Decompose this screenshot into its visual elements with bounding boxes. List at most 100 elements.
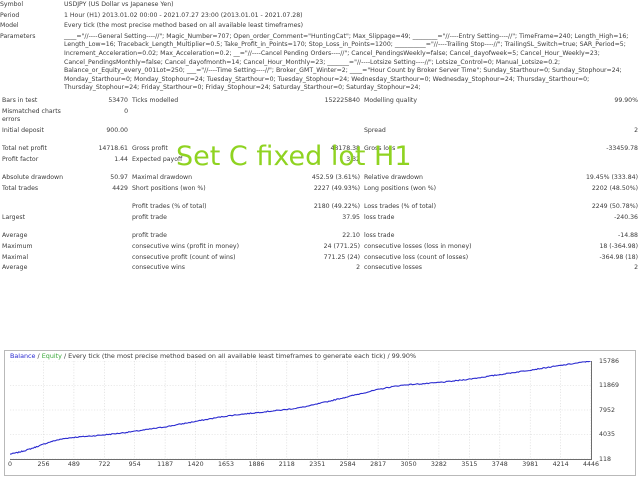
- stat-row: Largest profit trade 37.95 loss trade -240.3…: [0, 213, 640, 224]
- stat-value-right: 18 (-364.98): [599, 242, 638, 250]
- chart-y-axis: 118 4035 7952 11869 15786: [597, 355, 637, 467]
- stat-value-mid: 3.32: [346, 156, 360, 164]
- stat-row: Total net profit 14718.61 Gross profit 4817…: [0, 144, 640, 155]
- value-model: Every tick (the most precise method base…: [64, 22, 304, 30]
- stat-value-mid: 37.95: [342, 213, 360, 221]
- chart-title-sep1: /: [35, 352, 42, 360]
- stat-value-right: [496, 107, 640, 126]
- stat-label-mid: Profit trades (% of total): [132, 203, 207, 211]
- stat-label-right: Spread: [364, 127, 386, 135]
- stat-label-mid: consecutive profit (count of wins): [132, 253, 236, 261]
- chart-title: Balance / Equity / Every tick (the most …: [10, 352, 416, 361]
- stat-value-mid: 152225840: [324, 97, 360, 105]
- stat-label-right: loss trade: [364, 232, 395, 240]
- chart-y-tick-label: 7952: [599, 406, 616, 414]
- stat-label-left: Mismatched charts errors: [2, 107, 61, 124]
- stat-row: Initial deposit 900.00 Spread 2: [0, 126, 640, 137]
- stat-value-right: -364.98 (18): [599, 253, 638, 261]
- label-period: Period: [0, 11, 20, 19]
- value-period: 1 Hour (H1) 2013.01.02 00:00 - 2021.07.2…: [64, 11, 303, 19]
- value-parameters: ____="//----General Setting----//"; Magi…: [64, 32, 631, 92]
- header-row-parameters: Parameters ____="//----General Setting--…: [0, 32, 640, 94]
- stat-value-left: 4429: [112, 184, 128, 192]
- header-row-period: Period 1 Hour (H1) 2013.01.02 00:00 - 20…: [0, 11, 640, 22]
- stat-row: Profit trades (% of total) 2180 (49.22%) L…: [0, 202, 640, 213]
- stat-value-right: 2: [634, 264, 638, 272]
- stat-label-left: Profit factor: [2, 156, 39, 164]
- stat-value-mid: 22.10: [342, 232, 360, 240]
- stat-label-mid: Maximal drawdown: [132, 174, 193, 182]
- stat-label-left: Initial deposit: [2, 127, 44, 135]
- chart-x-tick-label: 3748: [491, 461, 508, 468]
- header-row-symbol: Symbol USDJPY (US Dollar vs Japanese Yen…: [0, 0, 640, 11]
- chart-x-tick-label: 2351: [309, 461, 326, 468]
- stat-value-left: 1.44: [114, 156, 128, 164]
- chart-x-tick-label: 3515: [461, 461, 478, 468]
- stat-row: Maximal consecutive profit (count of wins…: [0, 252, 640, 263]
- stat-value-mid: 771.25 (24): [323, 253, 360, 261]
- stat-value-right: 2249 (50.78%): [591, 203, 638, 211]
- stat-row: Bars in test 53470 Ticks modelled 152225840…: [0, 96, 640, 107]
- stat-value-right: -14.88: [618, 232, 638, 240]
- stat-row: Maximum consecutive wins (profit in money…: [0, 242, 640, 253]
- stat-label-mid: Gross profit: [132, 145, 168, 153]
- stat-value-left: 900.00: [106, 127, 128, 135]
- stat-label-right: Gross loss: [364, 145, 396, 153]
- stat-label-left: Average: [2, 264, 28, 272]
- spacer-cell: [0, 224, 640, 231]
- stat-label-left: Maximal: [2, 253, 29, 261]
- label-model: Model: [0, 22, 19, 30]
- stat-label-right: Relative drawdown: [364, 174, 423, 182]
- stat-label-right: consecutive losses (loss in money): [364, 242, 472, 250]
- chart-x-tick-label: 722: [98, 461, 111, 468]
- stat-value-right: -33459.78: [606, 145, 638, 153]
- stat-row: Absolute drawdown 50.97 Maximal drawdown 45…: [0, 173, 640, 184]
- chart-x-tick-label: 2584: [339, 461, 356, 468]
- stat-value-mid: 2: [356, 264, 360, 272]
- stat-row: Mismatched charts errors 0: [0, 107, 640, 126]
- chart-x-axis: 0 256 489 722 954 1187 1420 1653 1886 2118 2351 258…: [5, 461, 599, 475]
- chart-bottom-axis-line: [10, 459, 591, 460]
- stat-value-right: 2202 (48.50%): [591, 184, 638, 192]
- chart-legend-equity: Equity: [41, 352, 62, 360]
- chart-y-tick-label: 11869: [599, 382, 620, 389]
- stat-label-right: Loss trades (% of total): [364, 203, 436, 211]
- report-header-table: Symbol USDJPY (US Dollar vs Japanese Yen…: [0, 0, 640, 94]
- label-parameters: Parameters: [0, 32, 36, 40]
- stat-label-mid: [130, 107, 262, 126]
- chart-title-sep2: /: [61, 352, 69, 360]
- stat-value-left: [74, 263, 130, 274]
- stat-value-mid: [262, 126, 362, 137]
- stat-value-right: -240.36: [614, 213, 638, 221]
- annotation-overlay-label: Set C fixed lot H1: [176, 141, 412, 172]
- stat-label-right: Long positions (won %): [364, 184, 437, 192]
- stat-value-mid: 2180 (49.22%): [313, 203, 360, 211]
- stat-row: Average consecutive wins 2 consecutive loss…: [0, 263, 640, 274]
- header-row-model: Model Every tick (the most precise metho…: [0, 21, 640, 32]
- stat-value-mid: 24 (771.25): [323, 242, 360, 250]
- chart-x-tick-label: 4214: [552, 461, 569, 468]
- chart-x-tick-label: 256: [37, 461, 50, 468]
- stat-label-mid: consecutive wins: [132, 264, 185, 272]
- chart-plot-area: [10, 361, 591, 459]
- chart-right-axis-line: [591, 361, 592, 460]
- chart-x-tick-label: 1886: [248, 461, 265, 468]
- stat-value-left: 14718.61: [98, 145, 128, 153]
- stat-value-mid: 452.59 (3.61%): [311, 174, 360, 182]
- chart-x-tick-label: 489: [67, 461, 80, 468]
- stat-label-right: consecutive loss (count of losses): [364, 253, 469, 261]
- stat-row: Profit factor 1.44 Expected payoff 3.32: [0, 155, 640, 166]
- stat-label-left: Maximum: [2, 242, 33, 250]
- stat-label-mid: consecutive wins (profit in money): [132, 242, 239, 250]
- stat-row: Average profit trade 22.10 loss trade -14.88: [0, 231, 640, 242]
- stat-value-left: 50.97: [110, 174, 128, 182]
- label-symbol: Symbol: [0, 1, 24, 8]
- stat-value-left: [74, 242, 130, 253]
- equity-chart: Balance / Equity / Every tick (the most …: [4, 350, 636, 476]
- stat-value-right: 19.45% (333.84): [585, 174, 638, 182]
- chart-title-rest: Every tick (the most precise method base…: [68, 352, 417, 360]
- stat-value-left: [74, 231, 130, 242]
- stat-label-mid: profit trade: [132, 213, 167, 221]
- stat-label-right: [362, 107, 496, 126]
- chart-y-tick-label: 118: [599, 455, 612, 463]
